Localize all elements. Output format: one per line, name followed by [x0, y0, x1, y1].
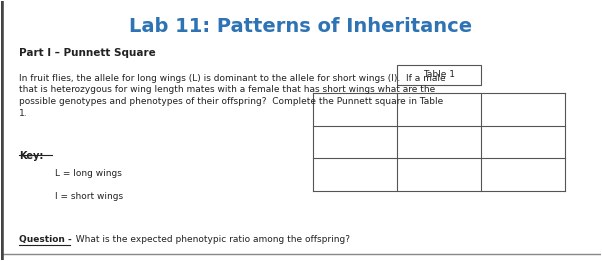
- Text: What is the expected phenotypic ratio among the offspring?: What is the expected phenotypic ratio am…: [70, 235, 350, 244]
- Text: Question -: Question -: [19, 235, 72, 244]
- Text: Lab 11: Patterns of Inheritance: Lab 11: Patterns of Inheritance: [129, 17, 473, 36]
- FancyBboxPatch shape: [397, 65, 481, 85]
- Text: In fruit flies, the allele for long wings (L) is dominant to the allele for shor: In fruit flies, the allele for long wing…: [19, 74, 446, 118]
- Text: Table 1: Table 1: [423, 70, 455, 80]
- Text: Key:: Key:: [19, 151, 44, 161]
- Text: l = short wings: l = short wings: [55, 192, 123, 201]
- Text: L = long wings: L = long wings: [55, 169, 122, 178]
- Text: Part I – Punnett Square: Part I – Punnett Square: [19, 48, 156, 58]
